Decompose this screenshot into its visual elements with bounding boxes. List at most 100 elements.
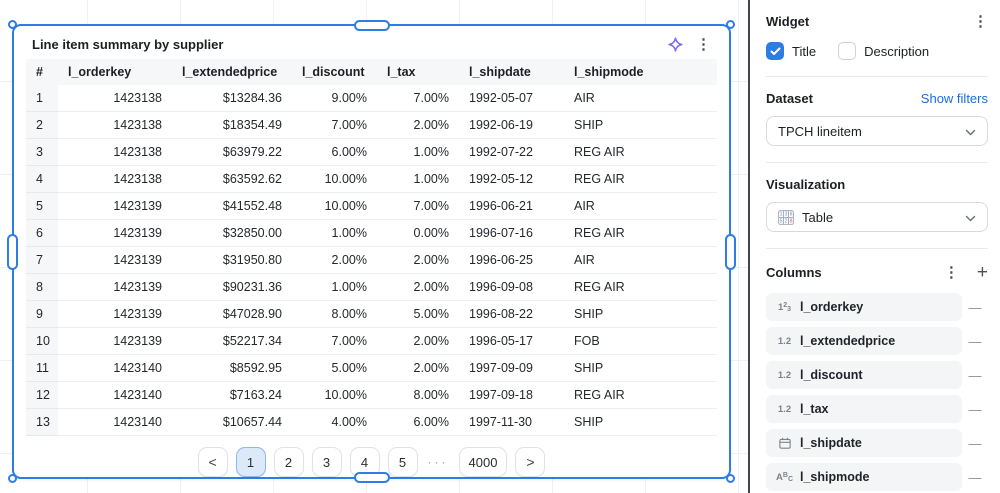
add-column-plus-icon[interactable]: + <box>976 262 988 283</box>
column-header[interactable]: l_discount <box>292 58 377 85</box>
widget-section-kebab-menu-icon[interactable]: ⋮ <box>973 13 988 30</box>
row-number-cell: 4 <box>26 165 58 193</box>
table-row: 6 1423139 $32850.00 1.00% 0.00% 1996-07-16 REG… <box>26 219 717 247</box>
svg-text:3: 3 <box>785 211 788 217</box>
table-cell: REG AIR <box>564 219 717 247</box>
resize-handle-right[interactable] <box>725 233 736 270</box>
table-cell: 2.00% <box>377 111 459 139</box>
column-header[interactable]: l_shipmode <box>564 58 717 85</box>
columns-section-title: Columns <box>766 265 822 280</box>
column-header[interactable]: l_extendedprice <box>172 58 292 85</box>
resize-handle-bottom[interactable] <box>353 472 390 483</box>
table-cell: 0.00% <box>377 219 459 247</box>
table-cell: 1423140 <box>58 381 172 409</box>
remove-column-minus-icon[interactable]: — <box>968 401 982 417</box>
dataset-selected-value: TPCH lineitem <box>778 123 862 139</box>
column-name: l_tax <box>800 402 829 416</box>
dataset-select[interactable]: TPCH lineitem <box>766 116 988 146</box>
row-number-cell: 1 <box>26 84 58 112</box>
column-list-item: 1.2 l_extendedprice — <box>766 327 988 355</box>
column-header[interactable]: l_orderkey <box>58 58 172 85</box>
table-cell: $63592.62 <box>172 165 292 193</box>
show-filters-link[interactable]: Show filters <box>920 91 988 106</box>
svg-text:1: 1 <box>780 211 783 217</box>
table-cell: 1996-07-16 <box>459 219 564 247</box>
table-cell: $47028.90 <box>172 300 292 328</box>
table-cell: 2.00% <box>377 327 459 355</box>
page-button[interactable]: 3 <box>311 447 342 477</box>
page-button[interactable]: 4000 <box>458 447 508 477</box>
table-row: 7 1423139 $31950.80 2.00% 2.00% 1996-06-25 AIR <box>26 246 717 274</box>
remove-column-minus-icon[interactable]: — <box>968 367 982 383</box>
column-pill-l_tax[interactable]: 1.2 l_tax <box>766 395 962 423</box>
column-name: l_shipmode <box>800 470 870 484</box>
table-cell: 1423140 <box>58 354 172 382</box>
table-cell: 10.00% <box>292 381 377 409</box>
table-cell: SHIP <box>564 111 717 139</box>
resize-handle-top-left[interactable] <box>8 20 17 29</box>
dashboard-canvas[interactable]: Line item summary by supplier ⋮ <box>0 0 748 493</box>
table-cell: 1423138 <box>58 138 172 166</box>
description-checkbox[interactable] <box>838 42 857 60</box>
page-button[interactable]: 5 <box>387 447 418 477</box>
column-header[interactable]: l_tax <box>377 58 459 85</box>
widget-header: Line item summary by supplier ⋮ <box>26 35 717 54</box>
page-button[interactable]: 1 <box>235 447 266 477</box>
integer-type-icon: 123 <box>777 301 792 313</box>
column-pill-l_shipmode[interactable]: ABC l_shipmode <box>766 463 962 491</box>
column-header[interactable]: l_shipdate <box>459 58 564 85</box>
column-pill-l_discount[interactable]: 1.2 l_discount <box>766 361 962 389</box>
table-cell: 1.00% <box>292 273 377 301</box>
table-body: 1 1423138 $13284.36 9.00% 7.00% 1992-05-07 AIR… <box>26 84 717 436</box>
remove-column-minus-icon[interactable]: — <box>968 299 982 315</box>
table-widget[interactable]: Line item summary by supplier ⋮ <box>7 20 736 483</box>
table-header-row: # l_orderkey l_extendedprice l_discount l_ta… <box>26 58 717 85</box>
title-checkbox[interactable] <box>766 42 784 60</box>
resize-handle-bottom-right[interactable] <box>726 474 735 483</box>
divider <box>766 248 988 249</box>
decimal-type-icon: 1.2 <box>777 403 792 415</box>
table-cell: AIR <box>564 192 717 220</box>
resize-handle-left[interactable] <box>7 233 18 270</box>
table-cell: REG AIR <box>564 381 717 409</box>
visualization-select[interactable]: 1 3 6 5 2 8 Table <box>766 202 988 232</box>
table-cell: 2.00% <box>377 246 459 274</box>
column-name: l_discount <box>800 368 863 382</box>
resize-handle-top[interactable] <box>353 20 390 31</box>
widget-kebab-menu-icon[interactable]: ⋮ <box>696 35 711 53</box>
remove-column-minus-icon[interactable]: — <box>968 435 982 451</box>
ai-sparkle-icon[interactable] <box>667 36 684 53</box>
chevron-down-icon <box>965 210 976 225</box>
column-list-item: l_shipdate — <box>766 429 988 457</box>
table-cell: 1423139 <box>58 192 172 220</box>
svg-text:2: 2 <box>785 218 788 224</box>
remove-column-minus-icon[interactable]: — <box>968 333 982 349</box>
table-cell: 5.00% <box>377 300 459 328</box>
table-cell: 1423139 <box>58 300 172 328</box>
resize-handle-bottom-left[interactable] <box>8 474 17 483</box>
table-cell: 1.00% <box>377 165 459 193</box>
remove-column-minus-icon[interactable]: — <box>968 469 982 485</box>
table-cell: $32850.00 <box>172 219 292 247</box>
column-pill-l_extendedprice[interactable]: 1.2 l_extendedprice <box>766 327 962 355</box>
table-cell: 10.00% <box>292 165 377 193</box>
next-page-button[interactable]: > <box>515 447 546 477</box>
column-header[interactable]: # <box>26 58 58 85</box>
table-cell: $52217.34 <box>172 327 292 355</box>
column-pill-l_shipdate[interactable]: l_shipdate <box>766 429 962 457</box>
page-button[interactable]: 2 <box>273 447 304 477</box>
row-number-cell: 10 <box>26 327 58 355</box>
table-row: 3 1423138 $63979.22 6.00% 1.00% 1992-07-22 REG… <box>26 138 717 166</box>
checkbox-label: Description <box>864 43 930 59</box>
table-row: 1 1423138 $13284.36 9.00% 7.00% 1992-05-07 AIR <box>26 84 717 112</box>
table-row: 4 1423138 $63592.62 10.00% 1.00% 1992-05-12 RE… <box>26 165 717 193</box>
column-pill-l_orderkey[interactable]: 123 l_orderkey <box>766 293 962 321</box>
resize-handle-top-right[interactable] <box>726 20 735 29</box>
table-row: 9 1423139 $47028.90 8.00% 5.00% 1996-08-22 SHI… <box>26 300 717 328</box>
columns-kebab-menu-icon[interactable]: ⋮ <box>943 264 959 281</box>
row-number-cell: 9 <box>26 300 58 328</box>
column-list-item: ABC l_shipmode — <box>766 463 988 491</box>
prev-page-button[interactable]: < <box>197 447 228 477</box>
table-cell: 1996-06-21 <box>459 192 564 220</box>
